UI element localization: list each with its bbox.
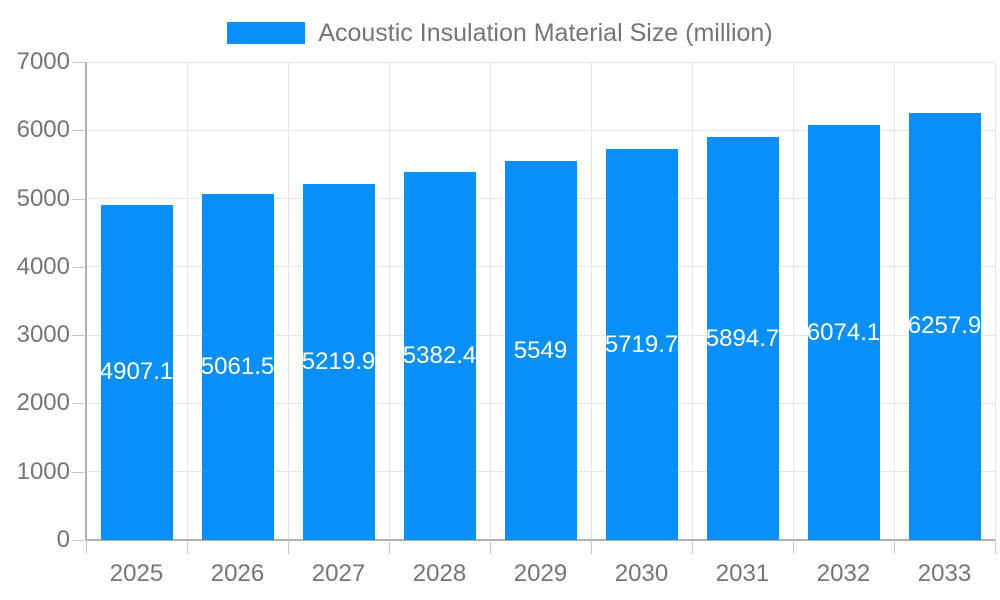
y-axis-tick-label: 0 xyxy=(56,526,70,553)
bar[interactable] xyxy=(403,172,476,540)
x-axis-category-label: 2025 xyxy=(109,560,164,587)
gridline-horizontal xyxy=(86,61,995,63)
x-axis-tick xyxy=(186,540,188,554)
gridline-vertical xyxy=(792,62,794,540)
gridline-vertical xyxy=(287,62,289,540)
gridline-vertical xyxy=(489,62,491,540)
x-axis-category-label: 2027 xyxy=(311,560,366,587)
y-axis-tick-label: 1000 xyxy=(16,457,70,485)
bar[interactable] xyxy=(100,204,173,540)
gridline-vertical xyxy=(691,62,693,540)
x-axis-line xyxy=(86,539,995,541)
y-axis-tick xyxy=(72,130,86,132)
y-axis-tick-label: 3000 xyxy=(16,321,70,349)
y-axis-tick xyxy=(72,403,86,405)
y-axis-line xyxy=(85,62,87,540)
x-axis-tick xyxy=(893,540,895,554)
x-axis-category-label: 2032 xyxy=(816,560,871,587)
y-axis-tick xyxy=(72,266,86,268)
y-axis-tick xyxy=(72,540,86,541)
x-axis-category-label: 2026 xyxy=(210,560,265,587)
x-axis-tick xyxy=(388,540,390,554)
x-axis-category-label: 2030 xyxy=(614,560,669,587)
gridline-horizontal xyxy=(86,129,995,131)
y-axis-tick-label: 6000 xyxy=(16,116,70,144)
x-axis-category-label: 2031 xyxy=(715,560,770,587)
y-axis-tick-label: 5000 xyxy=(16,184,70,212)
x-axis-tick xyxy=(792,540,794,554)
y-axis-tick xyxy=(72,471,86,473)
bar[interactable] xyxy=(302,183,375,540)
x-axis-tick xyxy=(691,540,693,554)
y-axis-tick-label: 7000 xyxy=(16,48,70,75)
x-axis-tick xyxy=(489,540,491,554)
bar[interactable] xyxy=(605,149,678,540)
bar[interactable] xyxy=(706,137,779,540)
x-axis-tick xyxy=(994,540,996,554)
chart-legend: Acoustic Insulation Material Size (milli… xyxy=(0,18,1000,48)
gridline-vertical xyxy=(994,62,996,540)
y-axis-tick xyxy=(72,335,86,337)
y-axis-tick xyxy=(72,62,86,63)
y-axis-tick-label: 2000 xyxy=(16,389,70,417)
gridline-vertical xyxy=(186,62,188,540)
x-axis-category-label: 2029 xyxy=(513,560,568,587)
bar[interactable] xyxy=(504,161,577,540)
plot-area: 4907.1 5061.5 5219.9 5382.4 5549 5719.7 5894.7… xyxy=(85,61,996,541)
x-axis-tick xyxy=(287,540,289,554)
y-axis-tick-label: 4000 xyxy=(16,252,70,280)
x-axis-category-label: 2033 xyxy=(917,560,972,587)
gridline-vertical xyxy=(590,62,592,540)
bar[interactable] xyxy=(807,125,880,540)
x-axis-category-label: 2028 xyxy=(412,560,467,587)
x-axis-tick xyxy=(85,540,87,554)
bar[interactable] xyxy=(908,112,981,540)
x-axis-tick xyxy=(590,540,592,554)
gridline-vertical xyxy=(893,62,895,540)
y-axis-tick xyxy=(72,198,86,200)
gridline-vertical xyxy=(388,62,390,540)
legend-label: Acoustic Insulation Material Size (milli… xyxy=(318,18,773,47)
bar[interactable] xyxy=(201,194,274,540)
legend-swatch xyxy=(227,22,306,44)
